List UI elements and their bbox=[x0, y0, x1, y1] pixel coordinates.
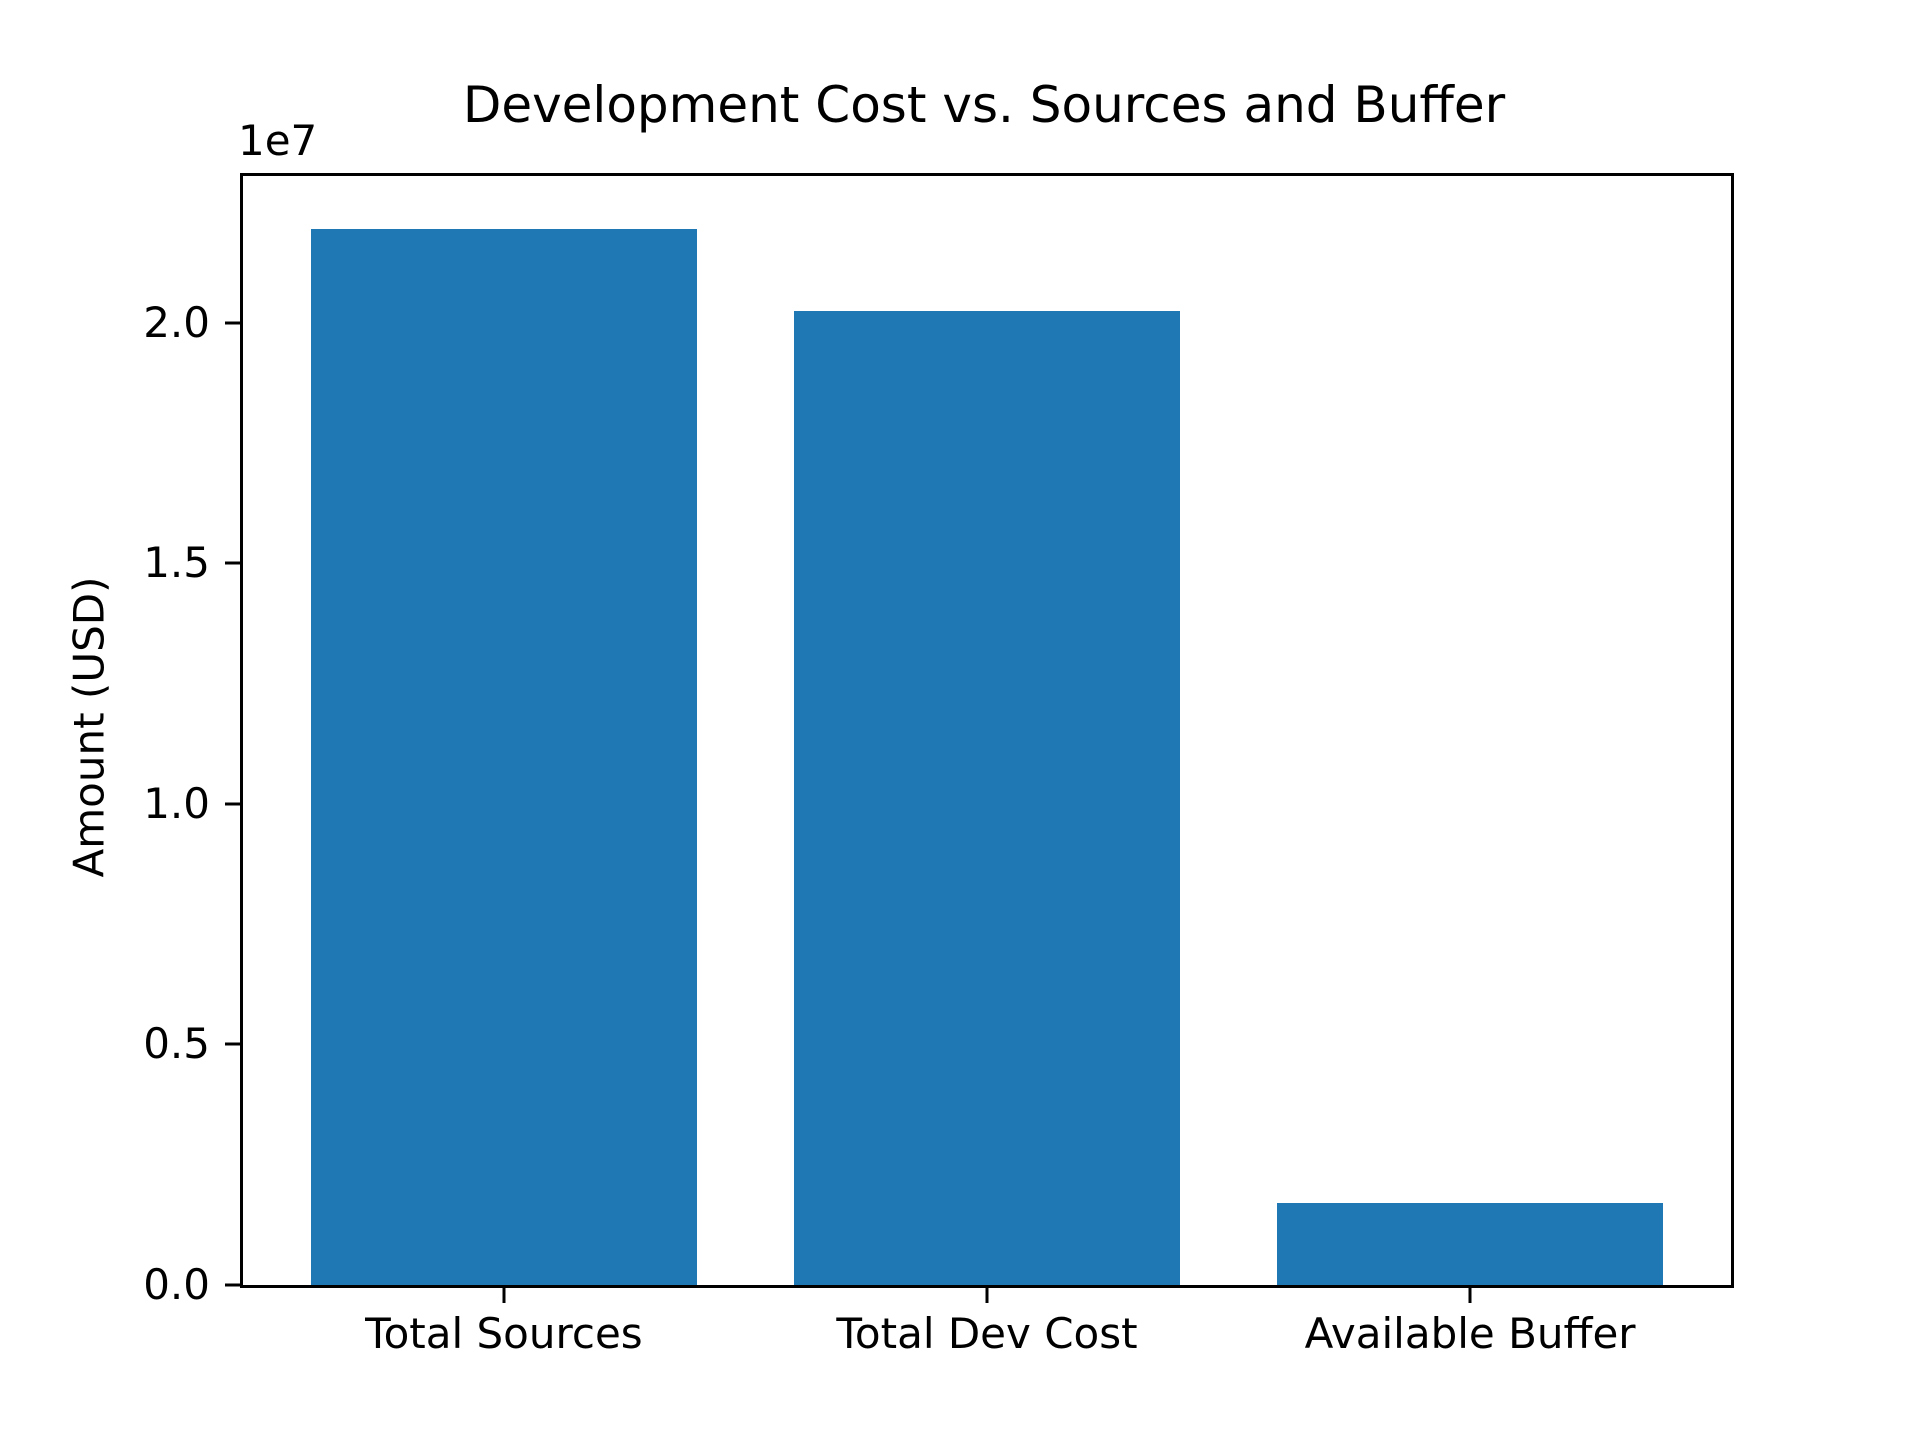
x-tick-label-total-dev-cost: Total Dev Cost bbox=[836, 1309, 1138, 1358]
y-tick-mark-0.0 bbox=[225, 1283, 240, 1287]
x-tick-label-available-buffer: Available Buffer bbox=[1304, 1309, 1636, 1358]
y-tick-mark-1.5 bbox=[225, 561, 240, 565]
y-axis-label: Amount (USD) bbox=[64, 576, 114, 878]
y-tick-label-0.0: 0.0 bbox=[143, 1260, 210, 1309]
x-tick-label-total-sources: Total Sources bbox=[365, 1309, 643, 1358]
chart-title: Development Cost vs. Sources and Buffer bbox=[462, 76, 1506, 134]
y-axis-offset-text: 1e7 bbox=[238, 116, 318, 165]
y-tick-mark-0.5 bbox=[225, 1042, 240, 1046]
plot-area: 0.0 0.5 1.0 1.5 2.0 Total Sources Total Dev Co… bbox=[143, 173, 1734, 1358]
x-tick-mark-total-dev-cost bbox=[985, 1288, 989, 1303]
x-tick-mark-available-buffer bbox=[1468, 1288, 1472, 1303]
y-tick-mark-2.0 bbox=[225, 321, 240, 325]
bar-total-sources bbox=[310, 228, 698, 1285]
y-tick-mark-1.0 bbox=[225, 802, 240, 806]
y-tick-label-1.5: 1.5 bbox=[143, 538, 210, 588]
bar-available-buffer bbox=[1276, 1203, 1664, 1285]
y-tick-label-1.0: 1.0 bbox=[143, 778, 210, 828]
bar-total-dev-cost bbox=[793, 310, 1181, 1285]
y-tick-label-2.0: 2.0 bbox=[143, 297, 210, 347]
x-tick-mark-total-sources bbox=[502, 1288, 506, 1303]
y-tick-label-0.5: 0.5 bbox=[143, 1019, 210, 1069]
